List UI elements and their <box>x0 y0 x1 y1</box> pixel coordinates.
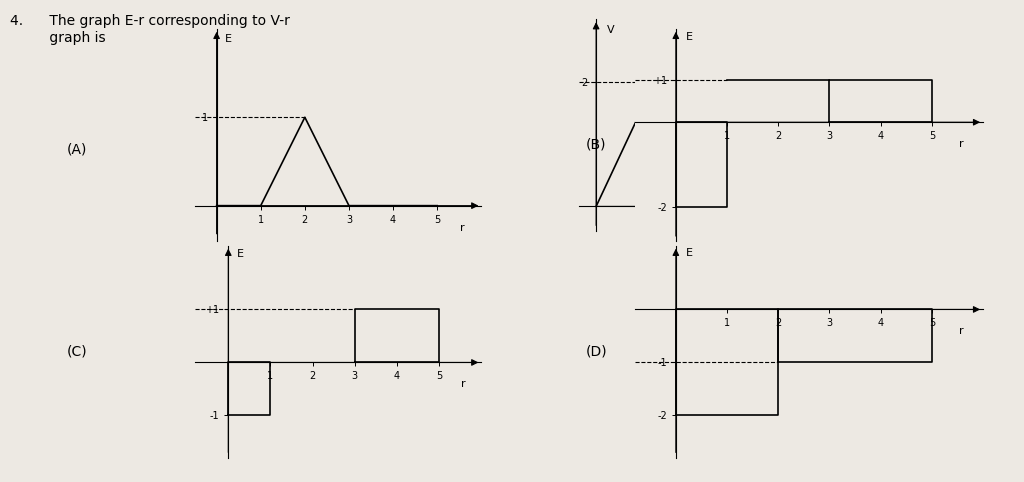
Text: 4.      The graph E-r corresponding to V-r
         graph is: 4. The graph E-r corresponding to V-r gr… <box>10 14 290 45</box>
Text: r: r <box>461 379 466 389</box>
Text: r: r <box>959 139 964 149</box>
Text: r: r <box>959 326 964 336</box>
Text: E: E <box>225 34 232 44</box>
Text: (D): (D) <box>586 345 607 359</box>
Text: E: E <box>686 32 693 42</box>
Text: V: V <box>607 25 614 35</box>
Text: (B): (B) <box>586 137 606 152</box>
Text: E: E <box>237 249 244 259</box>
Text: (C): (C) <box>67 345 87 359</box>
Text: (A): (A) <box>67 142 87 157</box>
Text: r: r <box>921 223 925 233</box>
Text: E: E <box>686 248 693 258</box>
Text: r: r <box>461 223 465 233</box>
